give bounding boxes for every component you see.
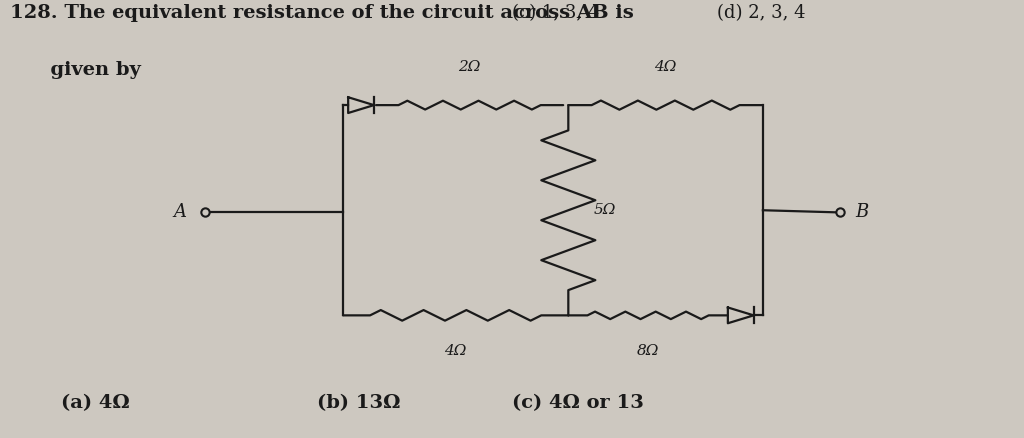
Text: 8Ω: 8Ω [637, 344, 659, 358]
Text: 4Ω: 4Ω [444, 344, 467, 358]
Text: (c) 4Ω or 13: (c) 4Ω or 13 [512, 394, 644, 412]
Text: (c) 1, 3, 4: (c) 1, 3, 4 [512, 4, 599, 22]
Text: (b) 13Ω: (b) 13Ω [317, 394, 401, 412]
Text: 4Ω: 4Ω [654, 60, 677, 74]
Text: 2Ω: 2Ω [459, 60, 481, 74]
Text: B: B [855, 203, 868, 222]
Text: (a) 4Ω: (a) 4Ω [61, 394, 130, 412]
Text: given by: given by [10, 61, 141, 79]
Text: 5Ω: 5Ω [594, 203, 616, 217]
Text: A: A [173, 203, 186, 222]
Text: (d) 2, 3, 4: (d) 2, 3, 4 [717, 4, 805, 22]
Text: 128. The equivalent resistance of the circuit across AB is: 128. The equivalent resistance of the ci… [10, 4, 634, 22]
